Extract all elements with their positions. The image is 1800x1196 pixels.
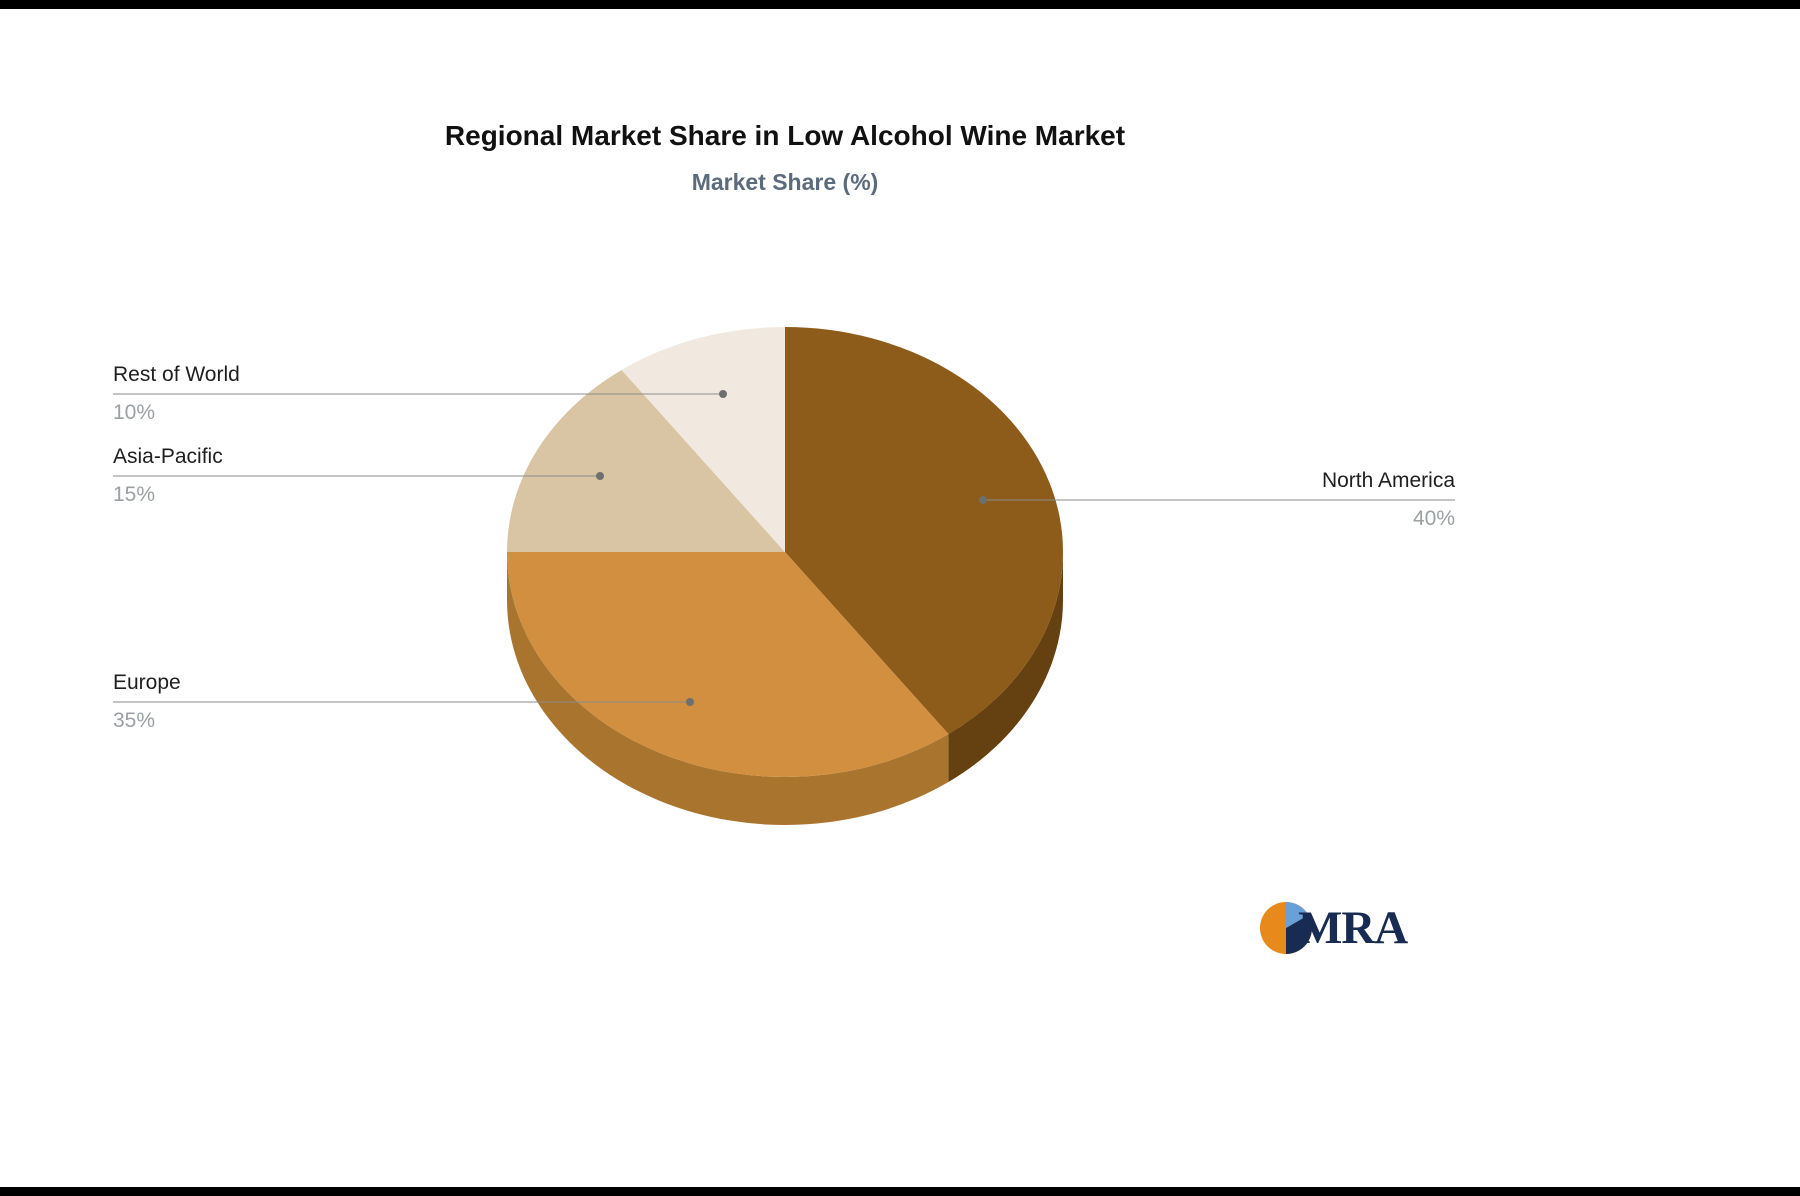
logo-pie-wedge-blue (1286, 902, 1309, 928)
chart-title: Regional Market Share in Low Alcohol Win… (444, 120, 1126, 151)
callout-label-north-america: North America (1321, 469, 1455, 492)
bottom-border (0, 1187, 1800, 1196)
brand-logo: MRA (1258, 900, 1408, 956)
pie-slice-side-north-america (948, 552, 1063, 783)
pie-slice-north-america[interactable] (785, 327, 1064, 735)
callout-value-rest-of-world: 10% (113, 401, 156, 424)
pie-slice-europe[interactable] (507, 552, 949, 777)
callout-value-europe: 35% (113, 709, 156, 732)
callout-label-rest-of-world: Rest of World (113, 363, 240, 386)
callout-dot-north-america (979, 496, 987, 504)
pie-slice-side-europe (507, 552, 949, 825)
callout-dot-europe (686, 698, 694, 706)
callout-label-asia-pacific: Asia-Pacific (113, 445, 223, 468)
top-border (0, 0, 1800, 9)
callout-value-asia-pacific: 15% (113, 483, 156, 506)
brand-logo-pie-icon (1260, 902, 1312, 954)
callout-label-europe: Europe (113, 671, 181, 694)
callout-dot-rest-of-world (719, 390, 727, 398)
pie-slice-rest-of-world[interactable] (621, 327, 785, 552)
brand-logo-text: MRA (1298, 902, 1408, 954)
chart-subtitle: Market Share (%) (691, 169, 879, 195)
callout-dot-asia-pacific (596, 472, 604, 480)
pie-slice-asia-pacific[interactable] (507, 369, 785, 552)
logo-pie-wedge-navy (1286, 915, 1312, 954)
callout-value-north-america: 40% (1412, 507, 1455, 530)
